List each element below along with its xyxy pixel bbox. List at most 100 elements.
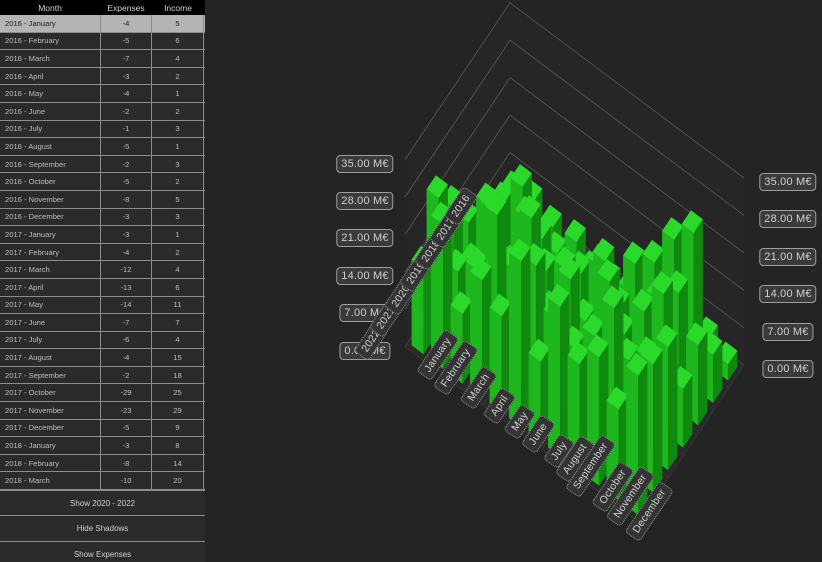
cell-income: 5 bbox=[152, 15, 204, 32]
table-row[interactable]: 2017 - March -12 4 bbox=[0, 261, 205, 279]
action-button-1[interactable]: Hide Shadows bbox=[0, 516, 205, 542]
cell-month: 2017 - May bbox=[5, 300, 43, 310]
cell-income: 2 bbox=[152, 67, 204, 85]
bar bbox=[509, 238, 531, 428]
cell-month: 2016 - June bbox=[5, 106, 46, 116]
cell-month: 2016 - December bbox=[5, 212, 64, 222]
cell-income: 5 bbox=[152, 190, 204, 208]
table-row[interactable]: 2016 - September -2 3 bbox=[0, 155, 205, 174]
cell-month: 2017 - December bbox=[5, 423, 64, 433]
table-row[interactable]: 2016 - June -2 2 bbox=[0, 102, 205, 121]
cell-month: 2016 - July bbox=[5, 124, 43, 134]
table-row[interactable]: 2018 - February -8 14 bbox=[0, 454, 205, 473]
column-header-income: Income bbox=[164, 2, 192, 13]
cell-expenses: -4 bbox=[100, 349, 152, 366]
table-row[interactable]: 2016 - May -4 1 bbox=[0, 85, 205, 103]
table-row[interactable]: 2017 - December -5 9 bbox=[0, 419, 205, 438]
cell-expenses: -5 bbox=[100, 32, 152, 50]
cell-month: 2016 - September bbox=[5, 159, 66, 169]
cell-expenses: -1 bbox=[100, 120, 152, 138]
table-row[interactable]: 2016 - February -5 6 bbox=[0, 32, 205, 51]
cell-month: 2016 - November bbox=[5, 194, 64, 204]
cell-income: 4 bbox=[152, 50, 204, 67]
action-button-2[interactable]: Show Expenses bbox=[0, 541, 205, 562]
cell-month: 2016 - February bbox=[5, 36, 60, 46]
cell-expenses: -23 bbox=[100, 402, 152, 419]
cell-income: 15 bbox=[152, 349, 204, 366]
chart-canvas[interactable] bbox=[205, 0, 822, 562]
cell-income: 14 bbox=[152, 454, 204, 472]
cell-month: 2017 - July bbox=[5, 335, 43, 345]
table-row[interactable]: 2017 - August -4 15 bbox=[0, 349, 205, 367]
table-body: 2016 - January -4 5 2016 - February -5 6 2016 … bbox=[0, 15, 205, 491]
cell-expenses: -2 bbox=[100, 366, 152, 384]
table-row[interactable]: 2016 - August -5 1 bbox=[0, 138, 205, 156]
cell-month: 2017 - March bbox=[5, 265, 50, 275]
cell-expenses: -13 bbox=[100, 278, 152, 296]
cell-income: 3 bbox=[152, 208, 204, 226]
table-row[interactable]: 2017 - July -6 4 bbox=[0, 331, 205, 350]
cell-income: 1 bbox=[152, 226, 204, 243]
table-row[interactable]: 2018 - March -10 20 bbox=[0, 472, 205, 491]
cell-income: 2 bbox=[152, 243, 204, 261]
data-panel: Month Expenses Income 2016 - January -4 5 2… bbox=[0, 0, 206, 562]
cell-month: 2016 - August bbox=[5, 141, 52, 151]
table-row[interactable]: 2017 - November -23 29 bbox=[0, 402, 205, 420]
cell-expenses: -4 bbox=[100, 15, 152, 32]
cell-income: 9 bbox=[152, 419, 204, 437]
cell-expenses: -4 bbox=[100, 85, 152, 102]
table-row[interactable]: 2017 - September -2 18 bbox=[0, 366, 205, 385]
cell-income: 4 bbox=[152, 261, 204, 278]
table-row[interactable]: 2017 - February -4 2 bbox=[0, 243, 205, 262]
cell-month: 2017 - June bbox=[5, 317, 46, 327]
table-row[interactable]: 2016 - January -4 5 bbox=[0, 15, 205, 33]
cell-income: 18 bbox=[152, 366, 204, 384]
table-row[interactable]: 2016 - March -7 4 bbox=[0, 50, 205, 68]
z-axis-label-right-4: 7.00 M€ bbox=[762, 322, 814, 341]
table-row[interactable]: 2016 - April -3 2 bbox=[0, 67, 205, 86]
cell-month: 2017 - September bbox=[5, 370, 66, 380]
cell-income: 25 bbox=[152, 384, 204, 402]
cell-expenses: -2 bbox=[100, 155, 152, 173]
table-row[interactable]: 2017 - April -13 6 bbox=[0, 278, 205, 297]
table-header: Month Expenses Income bbox=[0, 0, 205, 15]
table-row[interactable]: 2016 - October -5 2 bbox=[0, 173, 205, 191]
table-row[interactable]: 2018 - January -3 8 bbox=[0, 437, 205, 455]
cell-month: 2018 - January bbox=[5, 441, 56, 451]
table-row[interactable]: 2016 - November -8 5 bbox=[0, 190, 205, 209]
cell-month: 2017 - April bbox=[5, 282, 44, 292]
column-header-expenses: Expenses bbox=[107, 2, 145, 13]
z-axis-label-right-5: 0.00 M€ bbox=[762, 360, 814, 379]
cell-income: 3 bbox=[152, 120, 204, 138]
table-row[interactable]: 2016 - July -1 3 bbox=[0, 120, 205, 139]
table-row[interactable]: 2017 - January -3 1 bbox=[0, 226, 205, 244]
chart-3d[interactable]: 35.00 M€ 28.00 M€ 21.00 M€ 14.00 M€ 7.00 M€ 0… bbox=[205, 0, 822, 562]
cell-expenses: -6 bbox=[100, 331, 152, 349]
z-axis-label-right-3: 14.00 M€ bbox=[759, 285, 817, 304]
cell-expenses: -2 bbox=[100, 102, 152, 120]
table-row[interactable]: 2016 - December -3 3 bbox=[0, 208, 205, 227]
bar-field bbox=[411, 164, 738, 515]
table-row[interactable]: 2017 - October -29 25 bbox=[0, 384, 205, 403]
action-button-0[interactable]: Show 2020 - 2022 bbox=[0, 490, 205, 517]
cell-month: 2017 - August bbox=[5, 353, 52, 363]
cell-income: 20 bbox=[152, 472, 204, 490]
cell-income: 2 bbox=[152, 102, 204, 120]
cell-expenses: -5 bbox=[100, 419, 152, 437]
cell-month: 2018 - March bbox=[5, 476, 50, 486]
cell-expenses: -3 bbox=[100, 208, 152, 226]
cell-expenses: -14 bbox=[100, 296, 152, 314]
bar bbox=[489, 293, 511, 413]
cell-income: 4 bbox=[152, 331, 204, 349]
cell-month: 2016 - May bbox=[5, 89, 43, 99]
bar bbox=[470, 257, 492, 399]
button-group: Show 2020 - 2022 Hide Shadows Show Expense… bbox=[0, 490, 205, 562]
cell-month: 2018 - February bbox=[5, 458, 60, 468]
table-row[interactable]: 2017 - May -14 11 bbox=[0, 296, 205, 315]
z-axis-label-left-3: 14.00 M€ bbox=[336, 266, 394, 285]
table-row[interactable]: 2017 - June -7 7 bbox=[0, 314, 205, 332]
cell-income: 1 bbox=[152, 85, 204, 102]
cell-expenses: -7 bbox=[100, 314, 152, 331]
cell-income: 3 bbox=[152, 155, 204, 173]
